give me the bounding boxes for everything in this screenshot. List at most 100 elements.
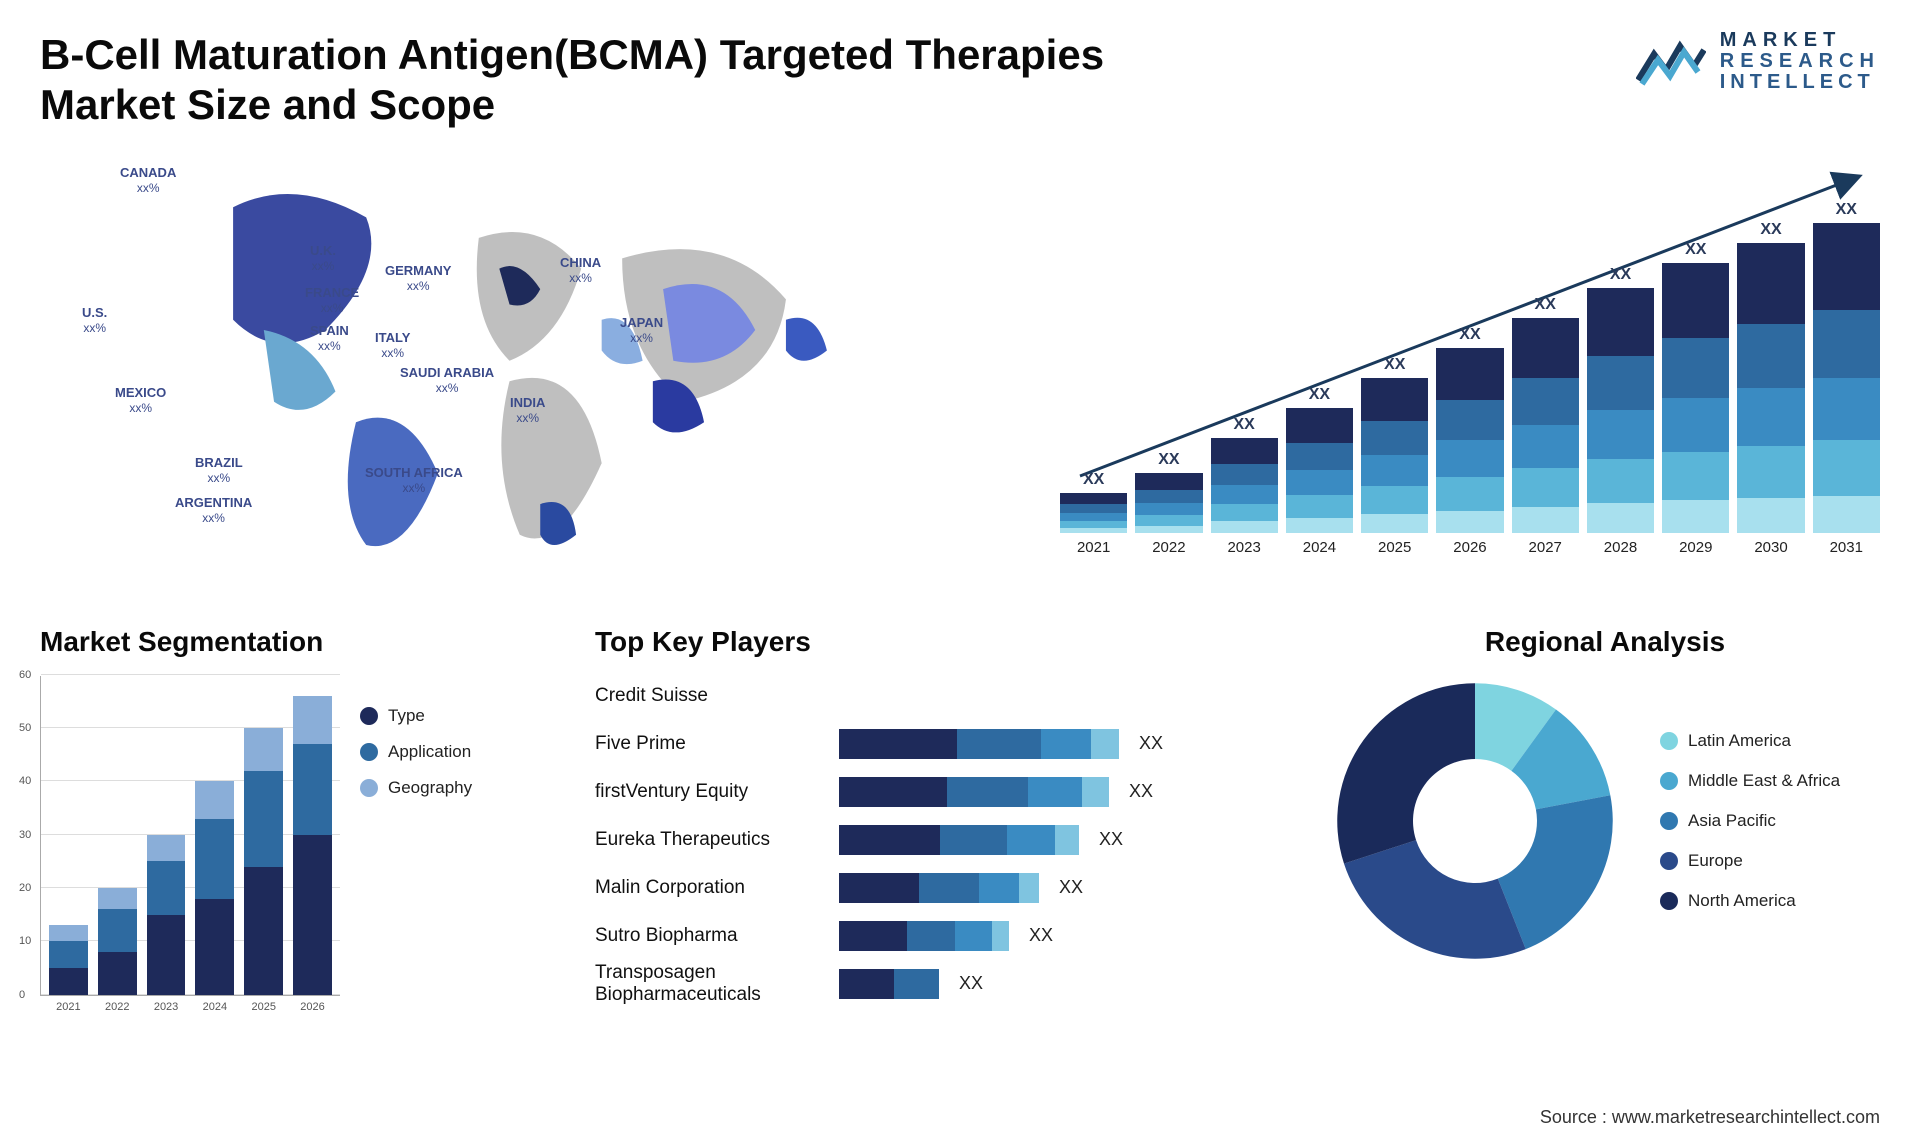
player-row: Five Prime XX <box>595 724 1295 764</box>
player-row: firstVentury Equity XX <box>595 772 1295 812</box>
page-title: B-Cell Maturation Antigen(BCMA) Targeted… <box>40 30 1140 131</box>
map-label: INDIAxx% <box>510 396 545 426</box>
players-panel: Top Key Players Credit Suisse Five Prime X… <box>595 626 1295 1066</box>
growth-column: XX 2029 <box>1662 241 1729 556</box>
segmentation-panel: Market Segmentation 01020304050602021202… <box>40 626 560 1066</box>
logo-line1: MARKET <box>1720 30 1880 51</box>
growth-chart: XX2021XX2022XX2023XX2024XX2025XX2026XX20… <box>1060 156 1880 586</box>
map-label: JAPANxx% <box>620 316 663 346</box>
growth-value-label: XX <box>1685 241 1706 259</box>
player-row: Eureka Therapeutics XX <box>595 820 1295 860</box>
player-name: firstVentury Equity <box>595 781 825 803</box>
player-value: XX <box>1139 733 1163 754</box>
map-label: MEXICOxx% <box>115 386 166 416</box>
growth-year-label: 2023 <box>1227 539 1260 556</box>
player-row: Transposagen Biopharmaceuticals XX <box>595 964 1295 1004</box>
growth-column: XX2022 <box>1135 451 1202 556</box>
logo-text: MARKET RESEARCH INTELLECT <box>1720 30 1880 93</box>
legend-item: Latin America <box>1660 731 1840 751</box>
bottom-row: Market Segmentation 01020304050602021202… <box>40 626 1880 1066</box>
segmentation-chart: 0102030405060202120222023202420252026 <box>40 676 340 996</box>
player-name: Eureka Therapeutics <box>595 829 825 851</box>
segmentation-legend: Type Application Geography <box>360 706 472 996</box>
regional-panel: Regional Analysis Latin America Middle Ea… <box>1330 626 1880 1066</box>
map-label: ITALYxx% <box>375 331 410 361</box>
growth-column: XX2025 <box>1361 356 1428 556</box>
legend-item: Geography <box>360 778 472 798</box>
growth-year-label: 2021 <box>1077 539 1110 556</box>
map-label: CANADAxx% <box>120 166 176 196</box>
growth-value-label: XX <box>1459 326 1480 344</box>
growth-column: XX2030 <box>1737 221 1804 556</box>
growth-column: XX 2027 <box>1512 296 1579 556</box>
player-name: Five Prime <box>595 733 825 755</box>
growth-value-label: XX <box>1309 386 1330 404</box>
map-label: FRANCExx% <box>305 286 359 316</box>
growth-value-label: XX <box>1610 266 1631 284</box>
legend-item: Type <box>360 706 472 726</box>
legend-item: Middle East & Africa <box>1660 771 1840 791</box>
growth-year-label: 2029 <box>1679 539 1712 556</box>
player-value: XX <box>1059 877 1083 898</box>
map-label: ARGENTINAxx% <box>175 496 252 526</box>
growth-year-label: 2025 <box>1378 539 1411 556</box>
seg-column: 2026 <box>293 696 332 995</box>
legend-item: Application <box>360 742 472 762</box>
player-name: Sutro Biopharma <box>595 925 825 947</box>
seg-column: 2025 <box>244 728 283 995</box>
seg-column: 2024 <box>195 781 234 994</box>
players-title: Top Key Players <box>595 626 1295 658</box>
top-row: CANADAxx%U.S.xx%MEXICOxx%BRAZILxx%ARGENT… <box>40 156 1880 586</box>
growth-year-label: 2031 <box>1830 539 1863 556</box>
growth-year-label: 2027 <box>1529 539 1562 556</box>
map-label: SAUDI ARABIAxx% <box>400 366 494 396</box>
growth-year-label: 2030 <box>1754 539 1787 556</box>
player-name: Transposagen Biopharmaceuticals <box>595 962 825 1006</box>
player-value: XX <box>1129 781 1153 802</box>
legend-item: North America <box>1660 891 1840 911</box>
map-label: SOUTH AFRICAxx% <box>365 466 463 496</box>
player-row: Credit Suisse <box>595 676 1295 716</box>
growth-value-label: XX <box>1158 451 1179 469</box>
brand-logo: MARKET RESEARCH INTELLECT <box>1636 30 1880 93</box>
regional-legend: Latin AmericaMiddle East & AfricaAsia Pa… <box>1660 731 1840 911</box>
players-list: Credit SuisseFive PrimeXXfirstVentury Eq… <box>595 676 1295 1004</box>
growth-year-label: 2028 <box>1604 539 1637 556</box>
player-name: Malin Corporation <box>595 877 825 899</box>
growth-column: XX 2026 <box>1436 326 1503 556</box>
player-value: XX <box>959 973 983 994</box>
source-attribution: Source : www.marketresearchintellect.com <box>1540 1107 1880 1128</box>
growth-value-label: XX <box>1535 296 1556 314</box>
logo-icon <box>1636 36 1706 88</box>
growth-column: XX 2023 <box>1211 416 1278 556</box>
map-label: GERMANYxx% <box>385 264 451 294</box>
growth-value-label: XX <box>1233 416 1254 434</box>
regional-donut <box>1330 676 1620 966</box>
growth-value-label: XX <box>1083 471 1104 489</box>
growth-column: XX 2024 <box>1286 386 1353 556</box>
map-label: U.K.xx% <box>310 244 336 274</box>
world-map-panel: CANADAxx%U.S.xx%MEXICOxx%BRAZILxx%ARGENT… <box>40 156 1020 586</box>
logo-line2: RESEARCH <box>1720 51 1880 72</box>
player-value: XX <box>1029 925 1053 946</box>
segmentation-title: Market Segmentation <box>40 626 560 658</box>
seg-column: 2021 <box>49 925 88 994</box>
growth-year-label: 2024 <box>1303 539 1336 556</box>
legend-item: Europe <box>1660 851 1840 871</box>
player-value: XX <box>1099 829 1123 850</box>
growth-column: XX 2028 <box>1587 266 1654 556</box>
logo-line3: INTELLECT <box>1720 72 1880 93</box>
seg-column: 2022 <box>98 888 137 995</box>
header: B-Cell Maturation Antigen(BCMA) Targeted… <box>40 30 1880 131</box>
map-label: CHINAxx% <box>560 256 601 286</box>
growth-value-label: XX <box>1836 201 1857 219</box>
seg-column: 2023 <box>147 835 186 995</box>
map-label: SPAINxx% <box>310 324 349 354</box>
growth-year-label: 2026 <box>1453 539 1486 556</box>
player-row: Sutro Biopharma XX <box>595 916 1295 956</box>
growth-column: XX 2031 <box>1813 201 1880 556</box>
growth-column: XX 2021 <box>1060 471 1127 556</box>
regional-title: Regional Analysis <box>1330 626 1880 658</box>
player-name: Credit Suisse <box>595 685 825 707</box>
map-label: BRAZILxx% <box>195 456 243 486</box>
